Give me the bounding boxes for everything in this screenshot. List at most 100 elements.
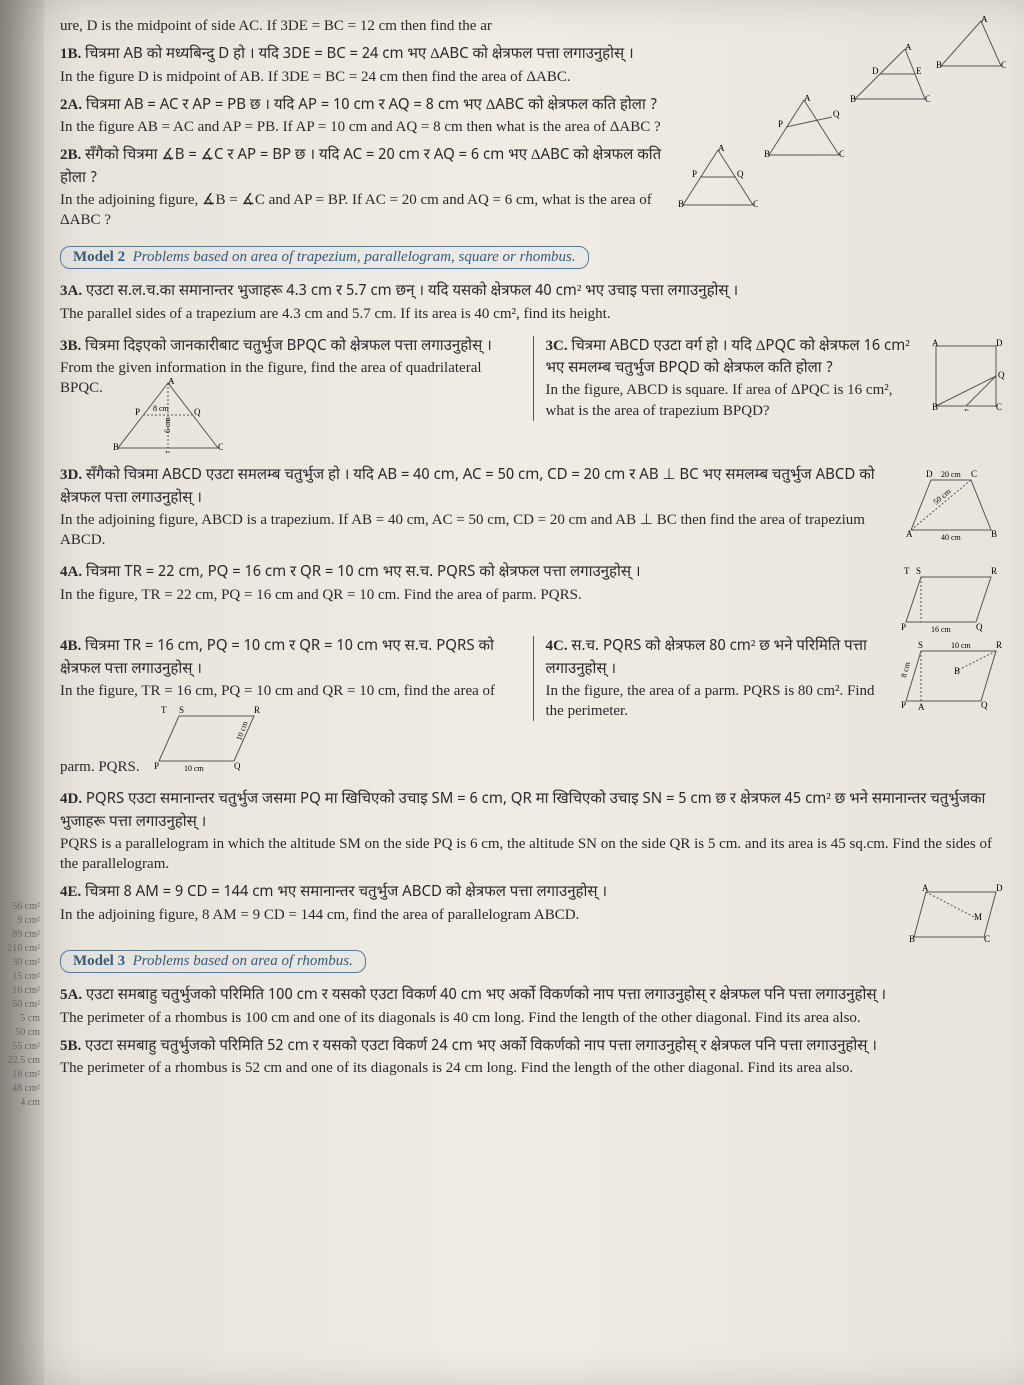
q2a-en: In the figure AB = AC and AP = PB. If AP… [60, 119, 661, 135]
fig-2b: A B C P Q [678, 145, 758, 210]
model-3-banner: Model 3 Problems based on area of rhombu… [60, 950, 366, 973]
svg-text:8 cm: 8 cm [153, 404, 170, 413]
q-4b: 4B. चित्रमा TR = 16 cm, PQ = 10 cm र QR … [60, 636, 521, 777]
fig-2a: A B C P Q [764, 95, 844, 160]
qnum: 4E. [60, 884, 81, 900]
qnum: 5B. [60, 1038, 81, 1054]
svg-text:T: T [904, 566, 910, 576]
svg-text:A: A [932, 338, 939, 348]
q3d-hi: सँगैको चित्रमा ABCD एउटा समलम्ब चतुर्भुज… [60, 467, 875, 508]
svg-text:T: T [161, 705, 167, 715]
q3a-en: The parallel sides of a trapezium are 4.… [60, 306, 611, 322]
svg-text:E: E [916, 66, 922, 76]
qnum: 5A. [60, 987, 82, 1003]
q5b-en: The perimeter of a rhombus is 52 cm and … [60, 1060, 853, 1076]
svg-text:B: B [932, 402, 938, 411]
svg-text:A: A [804, 95, 811, 103]
q2b-hi: सँगैको चित्रमा ∡B = ∡C र AP = BP छ । यदि… [60, 147, 661, 188]
qnum: 3C. [546, 338, 568, 354]
svg-text:Q: Q [981, 700, 988, 710]
q-3c: A D B C P Q 3C. चित्रमा ABCD एउटा वर्ग ह… [533, 336, 1007, 421]
svg-text:S: S [918, 640, 923, 650]
svg-text:C: C [984, 934, 990, 942]
fig-4a: S R P Q T 16 cm [896, 562, 1006, 632]
qnum: 4A. [60, 564, 82, 580]
svg-text:A: A [718, 145, 725, 153]
model-label: Model 3 [73, 953, 125, 969]
svg-text:S: S [916, 566, 921, 576]
svg-text:C: C [218, 442, 223, 452]
svg-text:B: B [991, 529, 997, 539]
qnum: 3B. [60, 338, 81, 354]
svg-text:C: C [753, 199, 758, 209]
model-2-banner: Model 2 Problems based on area of trapez… [60, 246, 589, 269]
svg-text:16 cm: 16 cm [931, 625, 952, 632]
partial-top-line: ABC ure, D is the midpoint of side AC. I… [60, 16, 1006, 36]
svg-text:Q: Q [833, 109, 840, 119]
svg-text:D: D [996, 883, 1003, 893]
textbook-page: 56 cm²9 cm²89 cm²210 cm²30 cm²15 cm²16 c… [0, 0, 1024, 1385]
fig-1b: A B C D E [850, 44, 930, 104]
qnum: 4D. [60, 791, 82, 807]
q3b-hi: चित्रमा दिइएको जानकारीबाट चतुर्भुज BPQC … [85, 338, 492, 357]
q-3d: A B C D 40 cm 50 cm 20 cm 3D. सँगैको चित… [60, 465, 1006, 550]
svg-text:C: C [996, 402, 1002, 411]
svg-text:Q: Q [194, 407, 201, 417]
svg-text:A: A [168, 378, 175, 386]
svg-text:20 cm: 20 cm [941, 470, 962, 479]
qnum: 4C. [546, 638, 568, 654]
fig-4b: T S R P Q 10 cm 10 cm [149, 701, 269, 771]
qnum: 2B. [60, 147, 81, 163]
svg-text:D: D [996, 338, 1003, 348]
q-3a: 3A. एउटा स.ल.च.का समानान्तर भुजाहरू 4.3 … [60, 281, 1006, 324]
svg-text:R: R [996, 640, 1002, 650]
fig-3c: A D B C P Q [926, 336, 1006, 411]
svg-text:6 cm: 6 cm [163, 417, 172, 434]
partial-text: ure, D is the midpoint of side AC. If 3D… [60, 18, 492, 34]
svg-text:M: M [974, 912, 982, 922]
q2b-en: In the adjoining figure, ∡B = ∡C and AP … [60, 192, 652, 228]
q4c-en: In the figure, the area of a parm. PQRS … [546, 683, 875, 719]
qnum: 3A. [60, 283, 82, 299]
svg-text:B: B [850, 94, 856, 104]
model-text: Problems based on area of rhombus. [133, 953, 353, 969]
q4e-hi: चित्रमा 8 AM = 9 CD = 144 cm भए समानान्त… [85, 884, 607, 903]
svg-text:P: P [964, 408, 969, 411]
q-4c: S R P Q A B 10 cm 8 cm 4C. स.च. PQRS को … [533, 636, 1007, 721]
q-5a: 5A. एउटा समबाहु चतुर्भुजको परिमिति 100 c… [60, 985, 1006, 1028]
svg-text:B: B [936, 60, 942, 70]
svg-text:C: C [839, 149, 844, 159]
q3d-en: In the adjoining figure, ABCD is a trape… [60, 512, 865, 548]
svg-text:S: S [179, 705, 184, 715]
svg-text:Q: Q [234, 761, 241, 771]
q-1b: A B C D E 1B. चित्रमा AB को मध्यबिन्दु D… [60, 44, 1006, 87]
svg-text:R: R [254, 705, 260, 715]
svg-text:B: B [678, 199, 684, 209]
svg-text:A: A [922, 883, 929, 893]
svg-text:A: A [918, 702, 925, 711]
q4b-en: In the figure, TR = 16 cm, PQ = 10 cm an… [60, 683, 495, 775]
qnum: 2A. [60, 97, 82, 113]
q4b-hi: चित्रमा TR = 16 cm, PQ = 10 cm र QR = 10… [60, 638, 494, 679]
q-5b: 5B. एउटा समबाहु चतुर्भुजको परिमिति 52 cm… [60, 1036, 1006, 1079]
svg-text:R: R [165, 450, 171, 453]
q-2b: A B C P Q 2B. सँगैको चित्रमा ∡B = ∡C र A… [60, 145, 1006, 230]
q5a-hi: एउटा समबाहु चतुर्भुजको परिमिति 100 cm र … [86, 987, 886, 1006]
q2a-hi: चित्रमा AB = AC र AP = PB छ । यदि AP = 1… [86, 97, 658, 116]
svg-text:R: R [991, 566, 997, 576]
q1b-en: In the figure D is midpoint of AB. If 3D… [60, 69, 571, 85]
q3a-hi: एउटा स.ल.च.का समानान्तर भुजाहरू 4.3 cm र… [86, 283, 738, 302]
model-label: Model 2 [73, 249, 125, 265]
svg-text:C: C [971, 469, 977, 479]
q4e-en: In the adjoining figure, 8 AM = 9 CD = 1… [60, 907, 579, 923]
svg-text:D: D [872, 66, 879, 76]
svg-text:B: B [909, 934, 915, 942]
svg-text:A: A [981, 16, 988, 24]
fig-3b: A B C P Q R 8 cm 6 cm [113, 378, 223, 453]
svg-text:P: P [692, 169, 697, 179]
svg-text:B: B [113, 442, 119, 452]
q4d-hi: PQRS एउटा समानान्तर चतुर्भुज जसमा PQ मा … [60, 791, 985, 832]
qnum: 3D. [60, 467, 82, 483]
svg-text:A: A [906, 529, 913, 539]
qnum: 4B. [60, 638, 81, 654]
